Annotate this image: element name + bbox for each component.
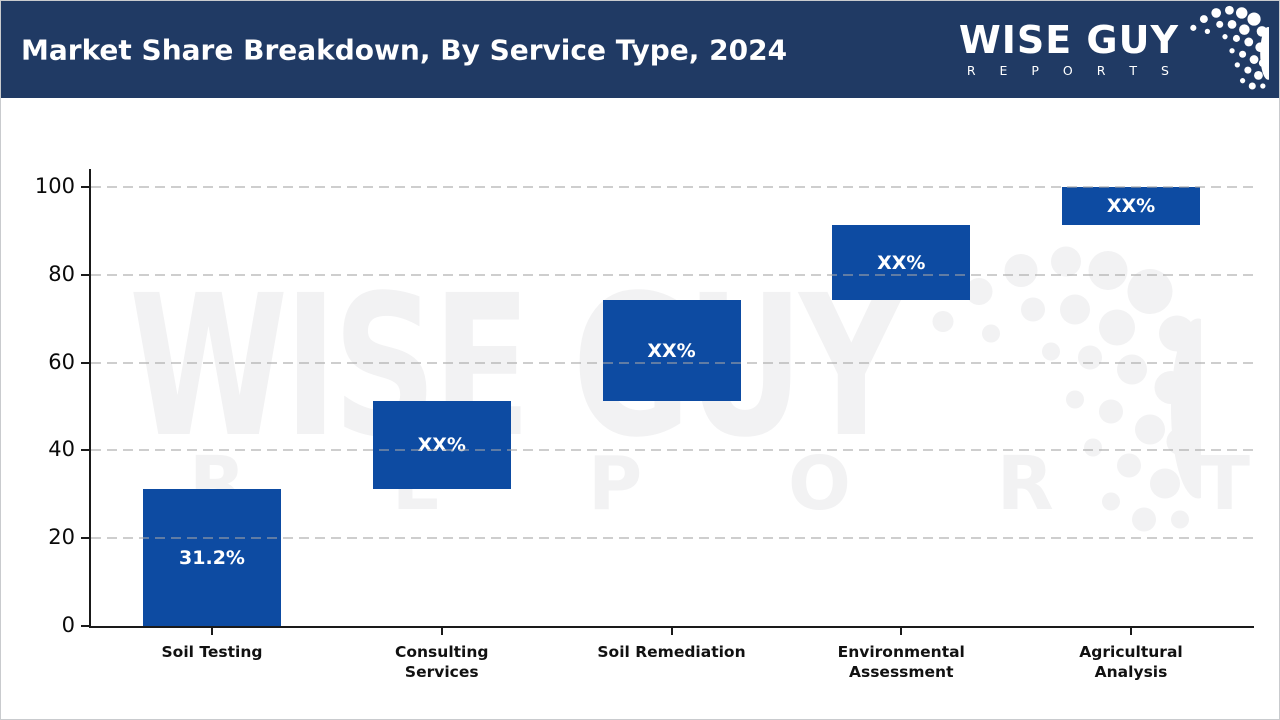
y-axis-line [89, 169, 91, 628]
bar-value-label: 31.2% [179, 546, 245, 569]
x-tick-mark [900, 628, 903, 635]
gridline-y-40 [91, 449, 1254, 452]
bar-value-label: XX% [1106, 195, 1156, 218]
watermark-brand-text: WISE GUY [129, 253, 904, 480]
x-category-label: Soil Remediation [597, 643, 746, 661]
y-tick-label: 100 [34, 174, 75, 198]
y-tick-mark [81, 361, 89, 364]
x-tick-mark [211, 628, 213, 635]
gridline-y-60 [91, 361, 1254, 364]
x-tick-mark [670, 628, 673, 635]
x-tick-mark [440, 628, 443, 635]
y-tick-label: 0 [61, 613, 75, 637]
logo-text: WISE GUY R E P O R T S [959, 21, 1179, 78]
x-axis-line [89, 626, 1254, 628]
y-tick-mark [81, 186, 89, 188]
y-tick-mark [81, 449, 89, 452]
bar-value-label: XX% [877, 251, 926, 274]
x-category-label: Environmental Assessment [837, 643, 965, 682]
x-tick-mark [1130, 628, 1132, 635]
gridline-y-80 [91, 273, 1254, 276]
y-tick-label: 20 [48, 525, 75, 550]
y-tick-label: 80 [48, 261, 75, 286]
wise-guy-reports-logo: WISE GUY R E P O R T S [959, 5, 1269, 93]
bar-segment: XX% [1062, 187, 1200, 226]
gridline-y-100 [91, 186, 1254, 188]
header-bar: Market Share Breakdown, By Service Type,… [1, 1, 1279, 98]
bar-segment: XX% [602, 299, 741, 402]
y-tick-mark [81, 537, 89, 540]
x-category-label: Consulting Services [395, 643, 489, 682]
gridline-y-20 [91, 537, 1254, 540]
y-tick-mark [81, 273, 89, 276]
watermark-face-dots-logo [901, 201, 1201, 586]
logo-brand-name: WISE GUY [958, 17, 1179, 62]
x-category-label: Agricultural Analysis [1079, 643, 1183, 682]
y-tick-label: 60 [48, 349, 75, 374]
bar-value-label: XX% [647, 339, 696, 362]
bar-segment: 31.2% [143, 489, 281, 626]
bar-segment: XX% [832, 225, 971, 300]
bar-segment: XX% [372, 401, 511, 490]
y-tick-label: 40 [48, 437, 75, 462]
x-category-label: Soil Testing [161, 643, 263, 661]
page-title: Market Share Breakdown, By Service Type,… [21, 33, 788, 66]
y-tick-mark [81, 625, 89, 627]
logo-face-dots-icon [1181, 5, 1269, 93]
bar-value-label: XX% [417, 434, 466, 457]
logo-tagline: R E P O R T S [966, 62, 1179, 78]
